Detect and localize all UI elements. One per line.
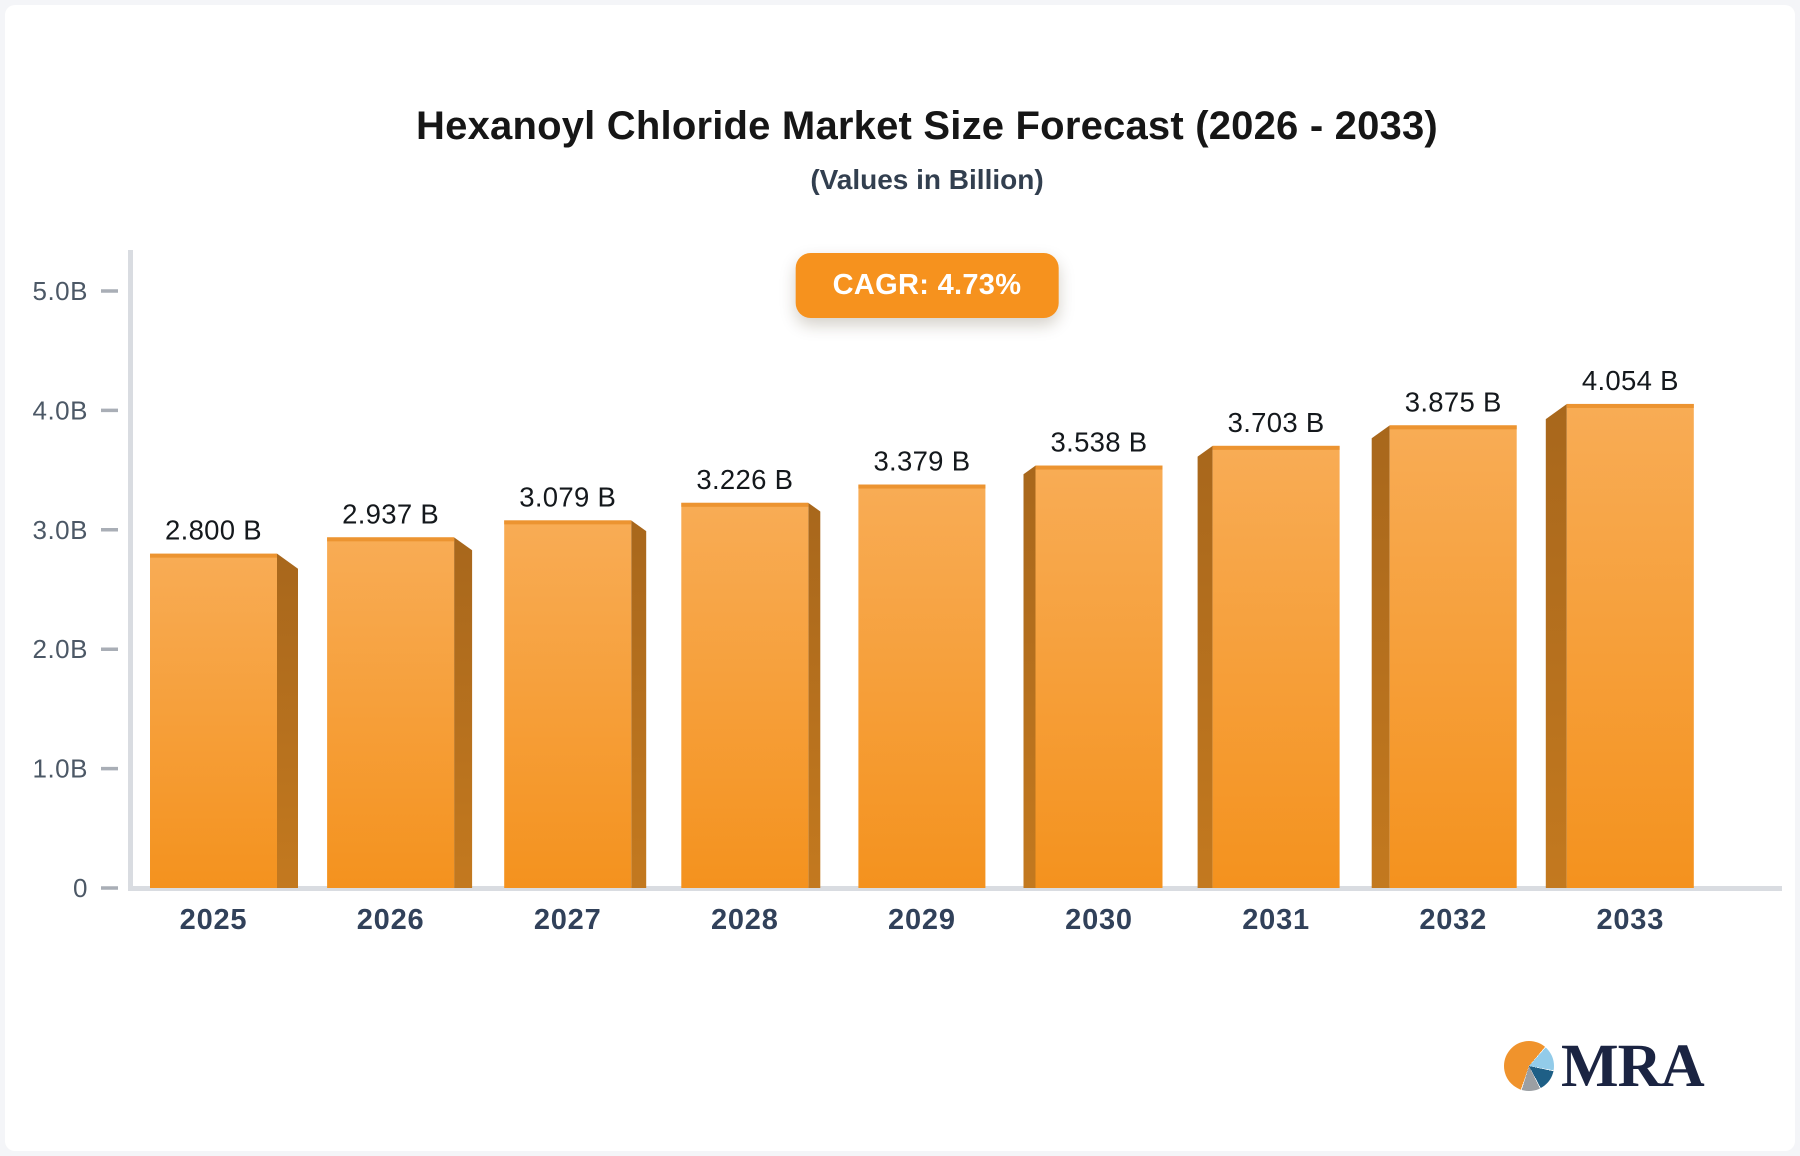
- bar-side-2025: [277, 553, 298, 888]
- bar-value-label: 3.379 B: [873, 446, 970, 477]
- x-axis-year-label: 2032: [1419, 904, 1487, 936]
- y-tick-label: 5.0B: [33, 276, 89, 306]
- bar-top-edge: [681, 502, 809, 507]
- bar-value-label: 4.054 B: [1582, 365, 1679, 396]
- bar-2028: [681, 502, 809, 888]
- bars-layer: [150, 403, 1694, 888]
- bar-2032: [1389, 425, 1517, 888]
- bar-2031: [1212, 445, 1340, 888]
- bar-value-label: 3.226 B: [696, 464, 793, 495]
- bar-2026: [327, 537, 455, 888]
- bar-value-label: 3.079 B: [519, 481, 616, 512]
- bar-top-edge: [1389, 425, 1517, 430]
- x-axis-year-label: 2030: [1065, 904, 1133, 936]
- bar-top-edge: [1566, 403, 1694, 408]
- cagr-badge: CAGR: 4.73%: [795, 253, 1059, 318]
- bar-top-edge: [504, 520, 632, 525]
- x-axis-year-label: 2027: [534, 904, 602, 936]
- bar-side-2028: [808, 502, 821, 888]
- bar-top-edge: [1212, 445, 1340, 450]
- logo-pie-icon: [1504, 1041, 1554, 1091]
- bar-top-edge: [150, 553, 277, 558]
- x-axis-year-label: 2031: [1242, 904, 1310, 936]
- x-axis-year-label: 2028: [711, 904, 779, 936]
- x-axis-year-label: 2029: [888, 904, 956, 936]
- bar-2025: [150, 553, 277, 888]
- y-tick-label: 3.0B: [33, 515, 89, 545]
- y-axis-line: [128, 250, 133, 891]
- bar-value-label: 3.875 B: [1405, 386, 1502, 417]
- bar-top-edge: [327, 537, 455, 542]
- bar-side-2027: [631, 520, 647, 888]
- bar-top-edge: [858, 484, 986, 489]
- logo-text: MRA: [1561, 1032, 1705, 1100]
- bar-side-2031: [1197, 445, 1213, 888]
- chart-title: Hexanoyl Chloride Market Size Forecast (…: [416, 104, 1438, 148]
- bar-2029: [858, 484, 986, 888]
- bar-value-label: 2.937 B: [342, 498, 439, 529]
- y-tick-label: 1.0B: [33, 754, 89, 784]
- labels-layer: 2.800 B 2025 2.937 B 2026 3.079 B 2027 3.226 B…: [165, 365, 1679, 936]
- axis-layer: 0 1.0B 2.0B 3.0B 4.0B 5.0B: [33, 250, 1782, 903]
- bar-2033: [1566, 403, 1694, 888]
- chart-subtitle: (Values in Billion): [810, 164, 1044, 195]
- bar-value-label: 3.538 B: [1051, 427, 1148, 458]
- x-axis-year-label: 2026: [357, 904, 425, 936]
- bar-side-2030: [1023, 465, 1036, 888]
- bar-top-edge: [1035, 465, 1163, 470]
- y-tick-label: 2.0B: [33, 634, 89, 664]
- x-axis-year-label: 2025: [180, 904, 248, 936]
- bar-2027: [504, 520, 632, 888]
- bar-value-label: 3.703 B: [1228, 407, 1325, 438]
- mra-logo: MRA: [1504, 1032, 1705, 1100]
- bar-side-2032: [1371, 425, 1390, 888]
- x-axis-line: [128, 886, 1782, 891]
- bar-2030: [1035, 465, 1163, 888]
- y-tick-label: 4.0B: [33, 395, 89, 425]
- bar-side-2033: [1545, 403, 1567, 888]
- bar-value-label: 2.800 B: [165, 515, 262, 546]
- x-axis-year-label: 2033: [1596, 904, 1664, 936]
- bar-side-2026: [454, 537, 473, 888]
- y-tick-label: 0: [73, 873, 88, 903]
